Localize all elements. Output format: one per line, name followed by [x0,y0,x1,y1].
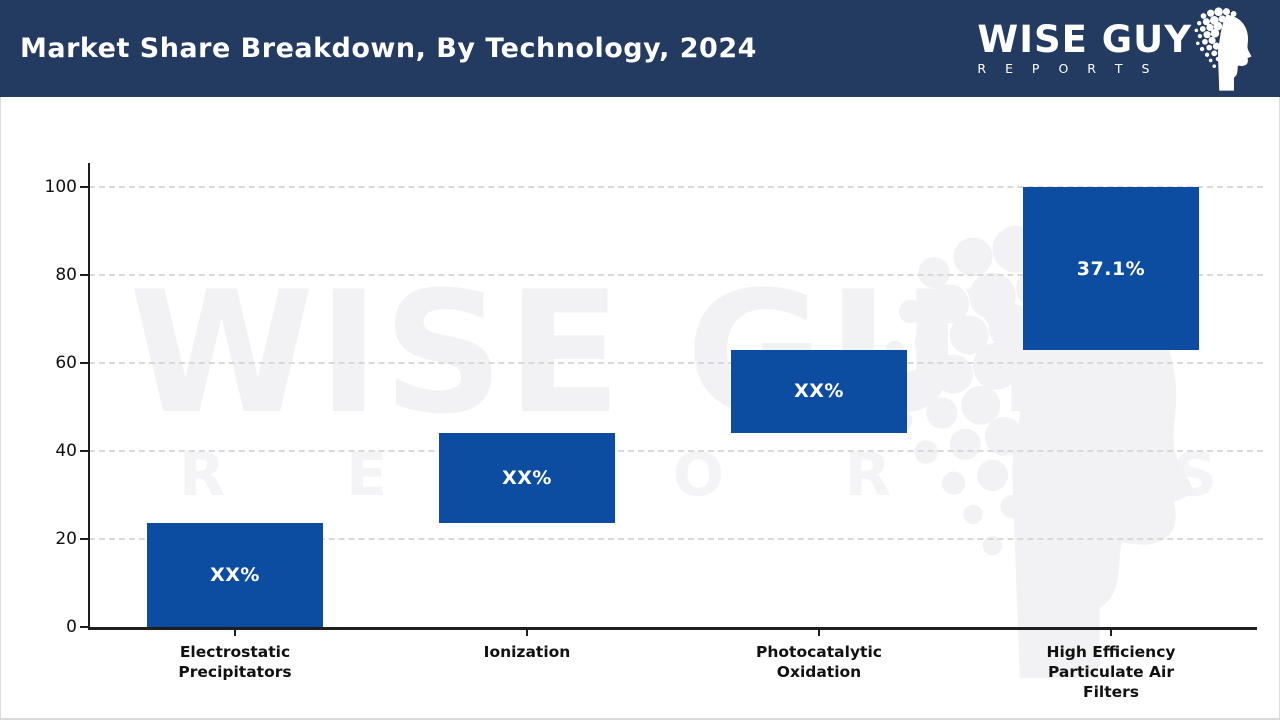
y-axis-tick-label: 100 [44,177,77,197]
x-axis-tick-mark [234,629,236,636]
y-axis-tick-label: 0 [66,617,77,637]
x-axis-category-label: High Efficiency Particulate Air Filters [1046,643,1176,701]
watermark-head-icon [885,225,1196,679]
y-axis-tick-mark [80,362,88,364]
y-axis-tick-label: 40 [55,441,77,461]
gridline [89,186,1263,188]
gridline [89,362,1263,364]
y-axis-tick-label: 60 [55,353,77,373]
x-axis-tick-mark [526,629,528,636]
brand-name: WISE GUY [977,18,1192,62]
x-axis-category-label: Electrostatic Precipitators [178,643,292,681]
x-axis-category-label: Photocatalytic Oxidation [756,643,882,681]
brand-head-icon [1194,6,1252,91]
y-axis-tick-mark [80,538,88,540]
x-axis-line [87,627,1257,630]
page-title: Market Share Breakdown, By Technology, 2… [20,33,757,64]
chart-canvas: WISE GUY R E P O R T S 0 20 40 60 80 100 XX% El… [0,97,1280,720]
gridline [89,450,1263,452]
bar-value-label: XX% [502,466,552,489]
bar-value-label: XX% [794,380,844,403]
x-axis-tick-mark [818,629,820,636]
y-axis-tick-mark [80,274,88,276]
brand-logo: WISE GUY R E P O R T S [977,6,1262,92]
bar: XX% [147,522,323,627]
gridline [89,538,1263,540]
gridline [89,274,1263,276]
x-axis-tick-mark [1110,629,1112,636]
y-axis-tick-label: 20 [55,529,77,549]
bar: 37.1% [1023,187,1199,351]
bar: XX% [439,432,615,523]
header-bar: Market Share Breakdown, By Technology, 2… [0,0,1280,97]
y-axis-tick-mark [80,626,88,628]
bar-value-label: XX% [210,563,260,586]
y-axis-tick-mark [80,186,88,188]
bar-value-label: 37.1% [1076,257,1146,280]
brand-subtitle: R E P O R T S [977,61,1157,77]
y-axis-tick-label: 80 [55,265,77,285]
y-axis-line [87,163,90,630]
brand-logo-text: WISE GUY R E P O R T S [977,21,1192,76]
bar: XX% [731,350,907,433]
y-axis-tick-mark [80,450,88,452]
x-axis-category-label: Ionization [483,643,571,661]
